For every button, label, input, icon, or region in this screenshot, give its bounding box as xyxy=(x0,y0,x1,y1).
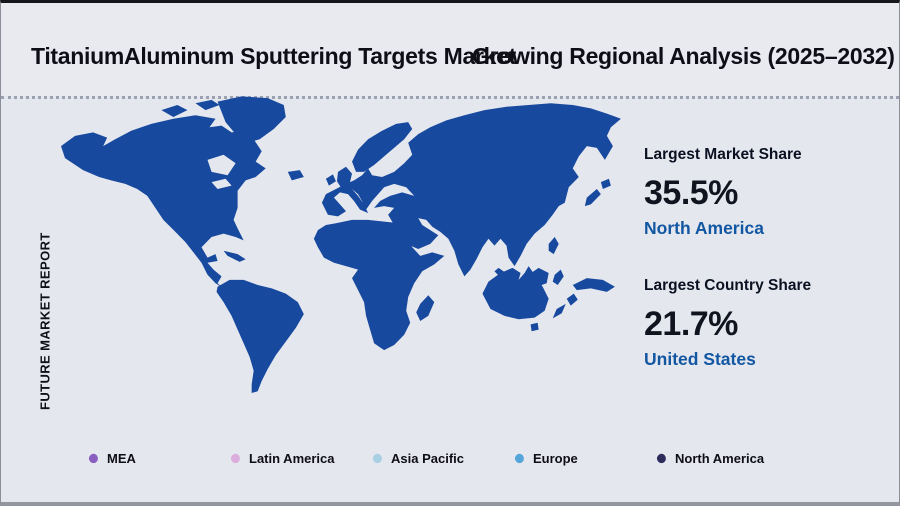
map-british-isles xyxy=(325,166,353,189)
page-title-part1: TitaniumAluminum Sputtering Targets Mark… xyxy=(31,43,516,69)
stat-label: Largest Country Share xyxy=(644,277,812,294)
map-scandinavia xyxy=(352,122,413,172)
world-map-svg xyxy=(61,96,621,393)
legend-item-europe: Europe xyxy=(513,451,657,466)
world-map-container xyxy=(59,93,641,393)
stat-label: Largest Market Share xyxy=(644,146,802,163)
map-africa xyxy=(313,219,445,351)
legend-dot-icon xyxy=(513,452,526,465)
stat-market-share: Largest Market Share 35.5% North America xyxy=(644,146,884,239)
legend-label: North America xyxy=(675,451,765,466)
map-north-america xyxy=(61,115,266,289)
legend-dot-icon xyxy=(655,452,668,465)
map-eurasia xyxy=(321,103,621,277)
legend-label: Latin America xyxy=(249,451,335,466)
map-caribbean xyxy=(223,250,246,262)
page-title-part2: Growing Regional Analysis (2025–2032) xyxy=(472,43,895,69)
legend-dot-icon xyxy=(87,452,100,465)
legend-label: Asia Pacific xyxy=(391,451,464,466)
legend-item-latin-america: Latin America xyxy=(229,451,373,466)
legend-label: Europe xyxy=(533,451,578,466)
map-south-america xyxy=(216,279,304,393)
map-japan xyxy=(584,178,611,207)
dotted-divider xyxy=(1,96,899,99)
header-band xyxy=(1,3,899,96)
legend-item-mea: MEA xyxy=(87,451,231,466)
stat-region: North America xyxy=(644,218,764,238)
stat-region: United States xyxy=(644,349,756,369)
legend: MEA Latin America Asia Pacific Europe No… xyxy=(87,451,859,466)
legend-dot-icon xyxy=(229,452,242,465)
world-map xyxy=(61,96,621,393)
map-australia xyxy=(482,266,549,332)
stats-panel: Largest Market Share 35.5% North America… xyxy=(644,146,884,408)
legend-label: MEA xyxy=(107,451,136,466)
stat-value: 35.5% xyxy=(644,174,738,212)
legend-item-north-america: North America xyxy=(655,451,799,466)
stat-country-share: Largest Country Share 21.7% United State… xyxy=(644,277,884,370)
legend-item-asia-pacific: Asia Pacific xyxy=(371,451,515,466)
map-greenland xyxy=(217,96,304,181)
stat-value: 21.7% xyxy=(644,305,738,343)
map-sea-islands xyxy=(494,237,615,303)
legend-dot-icon xyxy=(371,452,384,465)
map-new-zealand xyxy=(552,293,578,319)
